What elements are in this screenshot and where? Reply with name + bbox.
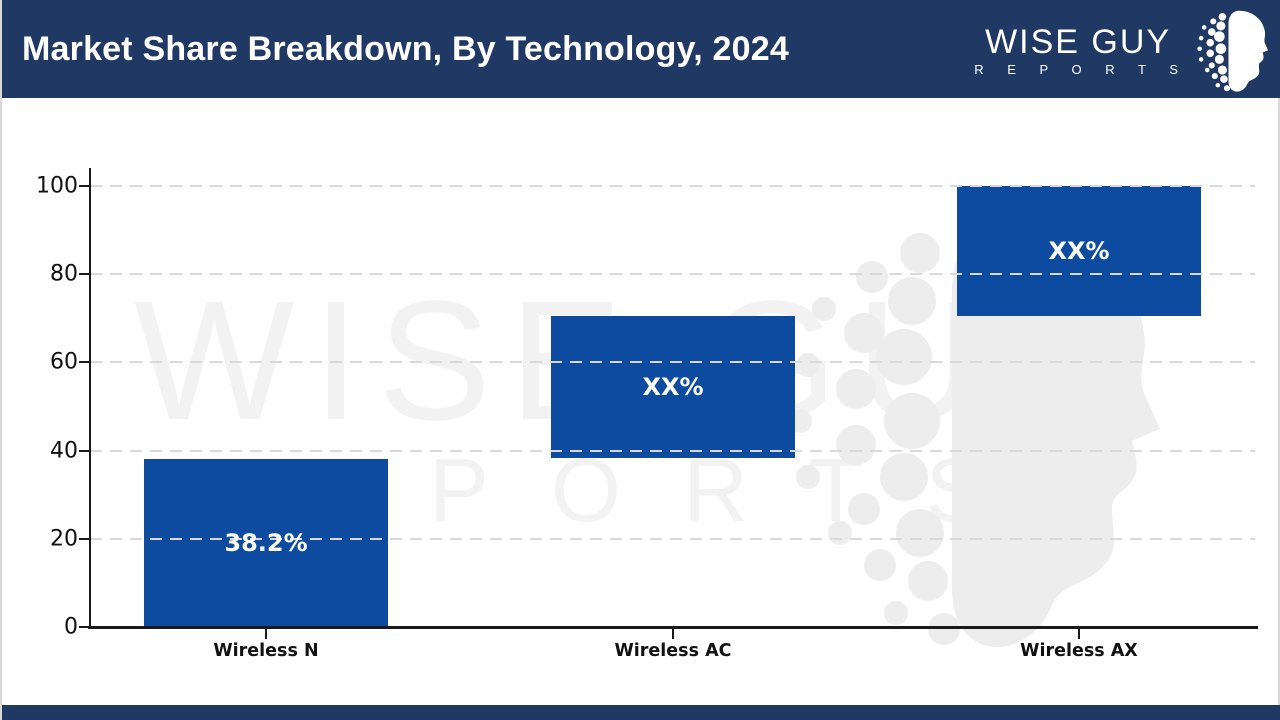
bar-value-label: XX% [1048, 237, 1110, 266]
gridline-80 [90, 273, 1255, 276]
x-category-label: Wireless N [213, 641, 319, 661]
bar-value-label: XX% [642, 373, 704, 402]
bar-wireless-n [144, 458, 388, 627]
x-category-label: Wireless AX [1020, 641, 1138, 661]
y-tick-40 [79, 449, 89, 452]
y-tick-label-0: 0 [64, 614, 78, 640]
logo-head-icon [1197, 10, 1268, 92]
x-axis-spine [88, 626, 1258, 629]
y-tick-label-100: 100 [36, 173, 78, 199]
y-tick-20 [79, 537, 89, 540]
y-tick-0 [79, 626, 89, 628]
y-tick-80 [79, 273, 89, 276]
watermark-head-icon [788, 221, 1160, 648]
y-tick-100 [79, 185, 89, 187]
y-tick-label-40: 40 [50, 438, 78, 464]
x-tick-1 [265, 629, 267, 639]
logo-text: WISE GUY R E P O R T S [968, 22, 1188, 78]
gridline-60 [90, 361, 1255, 364]
gridline-100 [90, 185, 1255, 187]
header-bar: Market Share Breakdown, By Technology, 2… [2, 0, 1280, 98]
gridline-20 [90, 537, 1255, 540]
bar-wireless-ax [957, 186, 1201, 317]
x-tick-2 [672, 629, 674, 639]
bar-value-label: 38.2% [224, 528, 308, 557]
y-tick-label-60: 60 [50, 349, 78, 375]
bar-wireless-ac [551, 316, 795, 459]
y-tick-60 [79, 361, 89, 364]
wiseguy-logo: WISE GUY R E P O R T S [968, 8, 1268, 94]
logo-subtext: R E P O R T S [974, 62, 1188, 78]
logo-wordmark: WISE GUY [985, 22, 1172, 61]
footer-bar [2, 705, 1280, 720]
y-axis-spine [89, 168, 91, 629]
y-tick-label-80: 80 [50, 261, 78, 287]
x-tick-3 [1078, 629, 1080, 639]
gridline-40 [90, 449, 1255, 452]
page-title: Market Share Breakdown, By Technology, 2… [22, 29, 789, 68]
x-category-label: Wireless AC [614, 641, 732, 661]
y-tick-label-20: 20 [50, 526, 78, 552]
